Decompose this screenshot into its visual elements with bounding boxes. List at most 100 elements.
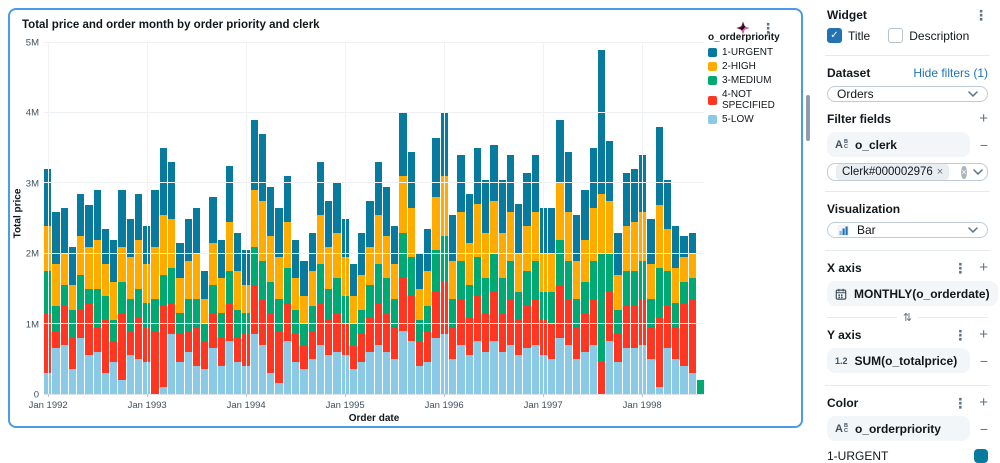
bar-segment[interactable]	[482, 278, 490, 314]
bar-segment[interactable]	[325, 246, 333, 289]
bar-segment[interactable]	[581, 281, 589, 314]
bar-segment[interactable]	[506, 155, 515, 212]
bar-segment[interactable]	[184, 260, 192, 300]
bar-segment[interactable]	[349, 323, 358, 345]
bar-segment[interactable]	[176, 278, 184, 314]
bar-segment[interactable]	[358, 334, 366, 363]
bar-segment[interactable]	[316, 302, 325, 345]
stacked-bar-1997-09[interactable]	[606, 43, 614, 394]
bar-segment[interactable]	[490, 144, 498, 201]
bar-segment[interactable]	[358, 232, 366, 275]
bar-segment[interactable]	[473, 295, 482, 342]
bar-segment[interactable]	[382, 236, 391, 279]
bar-segment[interactable]	[93, 190, 101, 240]
stacked-bar-1997-12[interactable]	[630, 43, 639, 394]
bar-segment[interactable]	[366, 285, 374, 317]
stacked-bar-1992-03[interactable]	[60, 43, 68, 394]
bar-segment[interactable]	[630, 222, 639, 272]
bar-segment[interactable]	[614, 334, 622, 363]
bar-segment[interactable]	[209, 348, 217, 394]
bar-segment[interactable]	[473, 148, 482, 205]
bar-segment[interactable]	[101, 372, 110, 394]
filter-value-combobox[interactable]: Clerk#000002976 × ×	[827, 163, 988, 181]
bar-segment[interactable]	[688, 278, 696, 300]
color-menu-icon[interactable]: ⋮	[953, 395, 968, 411]
bar-segment[interactable]	[374, 215, 382, 265]
bar-segment[interactable]	[85, 355, 93, 394]
bar-segment[interactable]	[391, 264, 399, 300]
bar-segment[interactable]	[581, 239, 589, 282]
bar-segment[interactable]	[415, 341, 424, 366]
remove-filter-value-icon[interactable]: ×	[936, 166, 944, 178]
stacked-bar-1998-05[interactable]	[672, 43, 680, 394]
bar-segment[interactable]	[275, 299, 283, 331]
bar-segment[interactable]	[614, 362, 622, 394]
bar-segment[interactable]	[176, 334, 184, 363]
bar-segment[interactable]	[242, 334, 250, 366]
bar-segment[interactable]	[506, 260, 515, 300]
bar-segment[interactable]	[556, 337, 564, 394]
bar-segment[interactable]	[77, 337, 85, 394]
stacked-bar-1995-03[interactable]	[358, 43, 366, 394]
checkbox-unchecked-icon[interactable]	[888, 28, 904, 43]
bar-segment[interactable]	[415, 253, 424, 289]
bar-segment[interactable]	[374, 162, 382, 216]
bar-segment[interactable]	[382, 313, 391, 352]
bar-segment[interactable]	[110, 320, 118, 342]
bar-segment[interactable]	[614, 232, 622, 275]
bar-segment[interactable]	[573, 358, 581, 394]
stacked-bar-1992-10[interactable]	[118, 43, 126, 394]
stacked-bar-1995-02[interactable]	[349, 43, 358, 394]
bar-segment[interactable]	[548, 358, 556, 394]
bar-segment[interactable]	[688, 253, 696, 279]
stacked-bar-1993-03[interactable]	[159, 43, 167, 394]
bar-segment[interactable]	[291, 278, 300, 310]
bar-segment[interactable]	[523, 348, 531, 394]
bar-segment[interactable]	[242, 285, 250, 314]
bar-segment[interactable]	[118, 281, 126, 314]
bar-segment[interactable]	[465, 285, 473, 317]
remove-y-axis-field-icon[interactable]: −	[979, 352, 988, 369]
bar-segment[interactable]	[614, 274, 622, 310]
stacked-bar-1996-02[interactable]	[449, 43, 457, 394]
legend-item[interactable]: 4-NOT SPECIFIED	[708, 89, 803, 111]
bar-segment[interactable]	[465, 193, 473, 244]
bar-segment[interactable]	[167, 267, 176, 303]
bar-segment[interactable]	[606, 341, 614, 394]
bar-segment[interactable]	[432, 292, 440, 338]
bar-segment[interactable]	[630, 348, 639, 394]
bar-segment[interactable]	[85, 302, 93, 356]
bar-segment[interactable]	[630, 306, 639, 349]
bar-segment[interactable]	[126, 218, 134, 258]
bar-segment[interactable]	[52, 348, 60, 394]
bar-segment[interactable]	[366, 316, 374, 352]
bar-segment[interactable]	[432, 197, 440, 251]
bar-segment[interactable]	[126, 257, 134, 300]
bar-segment[interactable]	[490, 200, 498, 254]
clear-all-values-icon[interactable]: ×	[961, 165, 967, 179]
bar-segment[interactable]	[655, 386, 663, 394]
bar-segment[interactable]	[52, 306, 60, 331]
bar-segment[interactable]	[275, 330, 283, 384]
bar-segment[interactable]	[167, 218, 176, 268]
bar-segment[interactable]	[391, 358, 399, 394]
bar-segment[interactable]	[374, 302, 382, 345]
bar-segment[interactable]	[457, 299, 465, 345]
bar-segment[interactable]	[589, 148, 597, 208]
bar-segment[interactable]	[267, 236, 275, 282]
stacked-bar-1995-04[interactable]	[366, 43, 374, 394]
bar-segment[interactable]	[225, 302, 234, 342]
bar-segment[interactable]	[134, 193, 143, 240]
bar-segment[interactable]	[680, 365, 688, 394]
bar-segment[interactable]	[250, 246, 258, 286]
bar-segment[interactable]	[151, 330, 159, 394]
bar-segment[interactable]	[201, 369, 209, 394]
stacked-bar-1995-07[interactable]	[391, 43, 399, 394]
y-axis-menu-icon[interactable]: ⋮	[953, 327, 968, 343]
bar-segment[interactable]	[449, 260, 457, 300]
stacked-bar-1992-04[interactable]	[68, 43, 77, 394]
stacked-bar-1997-07[interactable]	[589, 43, 597, 394]
stacked-bar-1996-04[interactable]	[465, 43, 473, 394]
bar-segment[interactable]	[192, 327, 201, 366]
